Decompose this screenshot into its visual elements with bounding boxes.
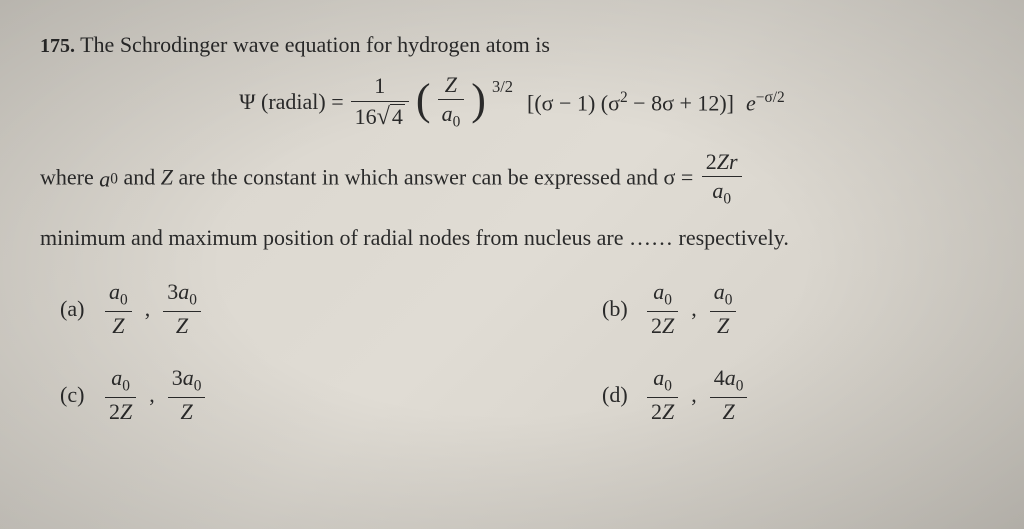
equation: Ψ (radial) = 1 16√4 ( Z a0 ) 3/2 [(σ − 1… [40, 73, 984, 132]
question-number: 175. [40, 35, 75, 57]
sigma-denominator: a0 [702, 177, 742, 208]
options-grid: (a) a0 Z , 3a0 Z (b) a0 2Z , a0 Z [40, 280, 984, 425]
question-text: The Schrodinger wave equation for hydrog… [80, 32, 550, 57]
where-clause: where a0 and Z are the constant in which… [40, 150, 984, 209]
option-d-frac1: a0 2Z [647, 366, 678, 425]
equation-lhs: Ψ (radial) = [239, 89, 343, 115]
option-c-frac1: a0 2Z [105, 366, 136, 425]
option-d-frac2: 4a0 Z [710, 366, 748, 425]
option-b: (b) a0 2Z , a0 Z [602, 280, 984, 339]
option-a-frac1: a0 Z [105, 280, 132, 339]
option-a-label: (a) [60, 296, 92, 322]
question-line-2: minimum and maximum position of radial n… [40, 218, 984, 258]
option-d-label: (d) [602, 382, 634, 408]
outer-exponent: 3/2 [492, 77, 513, 97]
exponential: e−σ/2 [746, 89, 785, 116]
coef-denominator: 16√4 [351, 102, 409, 131]
base-numerator: Z [438, 73, 465, 100]
base-fraction: Z a0 [438, 73, 465, 132]
option-c-frac2: 3a0 Z [168, 366, 206, 425]
option-c-label: (c) [60, 382, 92, 408]
option-a: (a) a0 Z , 3a0 Z [60, 280, 442, 339]
option-b-label: (b) [602, 296, 634, 322]
question-prompt: 175. The Schrodinger wave equation for h… [40, 28, 984, 61]
sigma-fraction: 2Zr a0 [702, 150, 742, 209]
option-b-frac2: a0 Z [710, 280, 737, 339]
coefficient-fraction: 1 16√4 [351, 74, 409, 130]
option-d: (d) a0 2Z , 4a0 Z [602, 366, 984, 425]
option-a-frac2: 3a0 Z [163, 280, 201, 339]
coef-numerator: 1 [351, 74, 409, 101]
base-denominator: a0 [438, 100, 465, 131]
option-b-frac1: a0 2Z [647, 280, 678, 339]
option-c: (c) a0 2Z , 3a0 Z [60, 366, 442, 425]
sigma-numerator: 2Zr [702, 150, 742, 177]
polynomial: [(σ − 1) (σ2 − 8σ + 12)] [527, 89, 734, 116]
